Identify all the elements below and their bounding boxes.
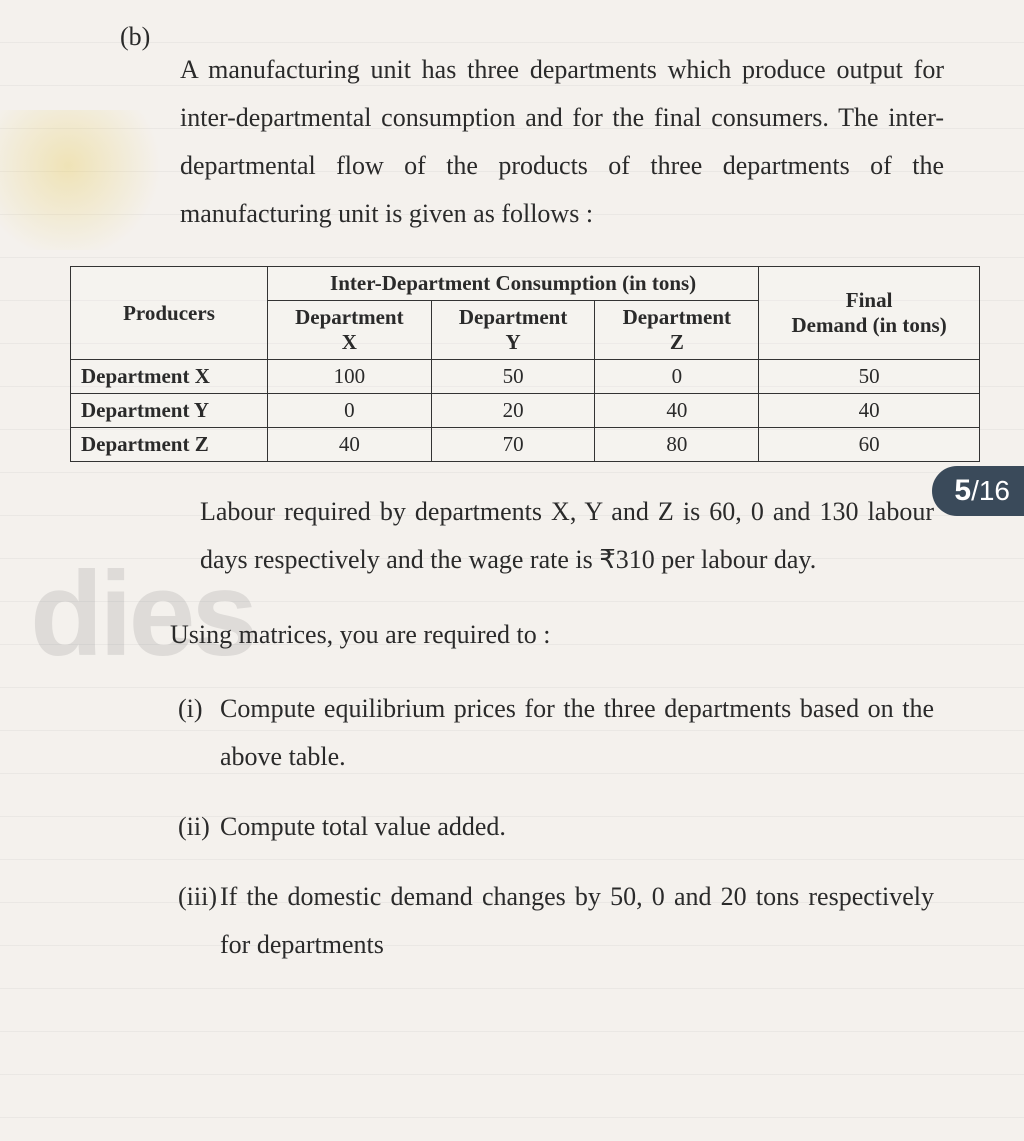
subitem-label: (ii) <box>178 803 210 851</box>
col-header-dept-z-bottom: Z <box>670 330 684 354</box>
question-intro-paragraph: A manufacturing unit has three departmen… <box>180 46 944 238</box>
col-header-dept-x-top: Department <box>295 305 403 329</box>
cell: 80 <box>595 428 759 462</box>
subitem-label: (i) <box>178 685 203 733</box>
table-row: Department Y 0 20 40 40 <box>71 394 980 428</box>
table-row: Department Z 40 70 80 60 <box>71 428 980 462</box>
table-header-row-1: Producers Inter-Department Consumption (… <box>71 267 980 301</box>
subitem-iii: (iii) If the domestic demand changes by … <box>220 873 934 969</box>
col-header-dept-y: Department Y <box>431 301 595 360</box>
subitem-text: Compute equilibrium prices for the three… <box>220 694 934 771</box>
cell: 40 <box>759 394 980 428</box>
col-header-final-bottom: Demand (in tons) <box>792 313 947 337</box>
cell: 70 <box>431 428 595 462</box>
question-label: (b) <box>120 22 150 52</box>
subitem-text: Compute total value added. <box>220 812 506 841</box>
col-header-final: Final Demand (in tons) <box>759 267 980 360</box>
cell: 50 <box>759 360 980 394</box>
labour-paragraph: Labour required by departments X, Y and … <box>200 488 934 584</box>
page-content: (b) A manufacturing unit has three depar… <box>0 0 1024 989</box>
col-header-dept-x: Department X <box>268 301 432 360</box>
page-total: /16 <box>971 475 1010 506</box>
col-header-dept-y-top: Department <box>459 305 567 329</box>
col-header-dept-z-top: Department <box>623 305 731 329</box>
page-indicator-badge: 5/16 <box>932 466 1024 516</box>
col-header-dept-x-bottom: X <box>342 330 357 354</box>
page-current: 5 <box>954 474 971 507</box>
row-header: Department Z <box>71 428 268 462</box>
cell: 20 <box>431 394 595 428</box>
cell: 0 <box>595 360 759 394</box>
cell: 50 <box>431 360 595 394</box>
col-header-group: Inter-Department Consumption (in tons) <box>268 267 759 301</box>
row-header: Department Y <box>71 394 268 428</box>
col-header-dept-z: Department Z <box>595 301 759 360</box>
cell: 40 <box>268 428 432 462</box>
cell: 60 <box>759 428 980 462</box>
col-header-producers: Producers <box>71 267 268 360</box>
requirement-lead: Using matrices, you are required to : <box>170 611 934 659</box>
cell: 40 <box>595 394 759 428</box>
subitem-label: (iii) <box>178 873 217 921</box>
cell: 100 <box>268 360 432 394</box>
col-header-dept-y-bottom: Y <box>505 330 520 354</box>
subitem-i: (i) Compute equilibrium prices for the t… <box>220 685 934 781</box>
col-header-final-top: Final <box>846 288 893 312</box>
io-table: Producers Inter-Department Consumption (… <box>70 266 980 462</box>
cell: 0 <box>268 394 432 428</box>
subitem-ii: (ii) Compute total value added. <box>220 803 934 851</box>
row-header: Department X <box>71 360 268 394</box>
subitem-text: If the domestic demand changes by 50, 0 … <box>220 882 934 959</box>
table-row: Department X 100 50 0 50 <box>71 360 980 394</box>
